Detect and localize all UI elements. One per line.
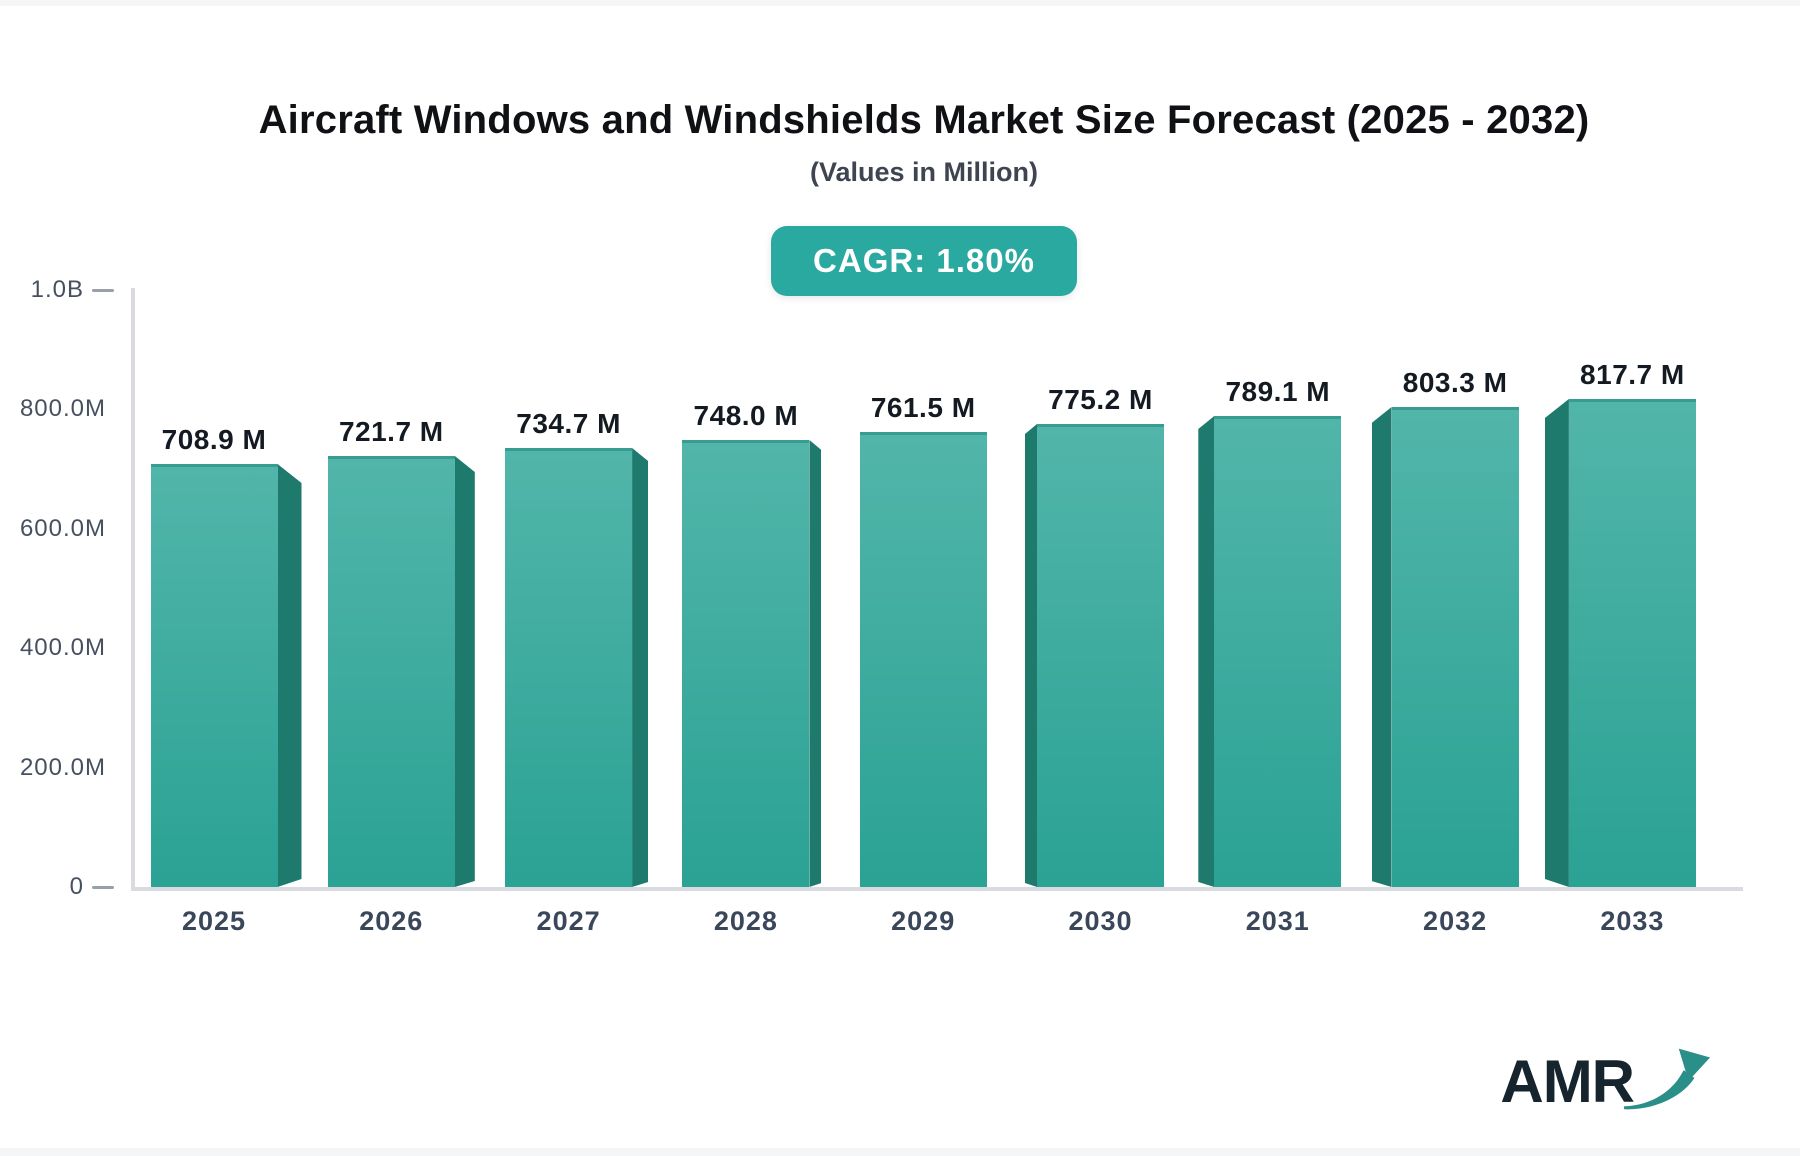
bar-front-face <box>1037 424 1164 887</box>
top-strip <box>0 0 1800 6</box>
bar-side-face <box>455 456 475 887</box>
chart-subtitle: (Values in Million) <box>809 157 1039 187</box>
bar-2030 <box>1025 424 1164 887</box>
amr-logo: AMR <box>1500 1046 1712 1112</box>
bar-side-face <box>278 464 302 887</box>
x-axis-label: 2033 <box>1600 906 1665 936</box>
y-axis-label: 200.0M <box>19 753 106 781</box>
bottom-strip <box>0 1148 1800 1156</box>
y-axis-label: 600.0M <box>19 514 106 542</box>
bar-front-face <box>1214 416 1342 887</box>
bar-2033 <box>1545 399 1696 887</box>
bar-2025 <box>150 464 302 887</box>
bar-value-label: 734.7 M <box>516 408 621 439</box>
y-axis-tick <box>92 885 114 889</box>
x-axis-label: 2027 <box>536 906 601 936</box>
bar-front-face <box>150 464 278 887</box>
x-axis-label: 2026 <box>359 906 424 936</box>
chart-title: Aircraft Windows and Windshields Market … <box>258 98 1590 142</box>
bar-front-face <box>1568 399 1696 887</box>
y-axis-label: 800.0M <box>19 395 106 423</box>
x-axis-label: 2030 <box>1068 906 1133 936</box>
bar-side-face <box>809 440 821 887</box>
bar-value-label: 789.1 M <box>1225 376 1331 407</box>
cagr-badge-label: CAGR: 1.80% <box>813 242 1035 279</box>
bar-2028 <box>682 440 821 887</box>
bar-front-face <box>327 456 455 887</box>
bar-value-label: 803.3 M <box>1402 367 1508 398</box>
amr-logo-text: AMR <box>1500 1048 1635 1115</box>
y-axis-label: 1.0B <box>30 276 84 303</box>
bar-2032 <box>1372 407 1519 887</box>
bar-value-label: 817.7 M <box>1580 359 1685 390</box>
x-axis-label: 2032 <box>1423 906 1488 936</box>
chart-header: Aircraft Windows and Windshields Market … <box>0 0 1800 296</box>
cagr-badge: CAGR: 1.80% <box>771 226 1077 296</box>
bar-value-label: 748.0 M <box>693 400 799 431</box>
bar-front-face <box>682 440 810 887</box>
x-axis-label: 2025 <box>181 906 247 936</box>
x-axis-label: 2029 <box>891 906 956 936</box>
bar-front-face <box>1391 407 1519 887</box>
bar-value-label: 721.7 M <box>338 416 444 447</box>
bar-2026 <box>327 456 475 887</box>
bar-value-label: 708.9 M <box>161 424 267 455</box>
bar-side-face <box>1545 399 1569 887</box>
x-axis-label: 2028 <box>713 906 778 936</box>
logo-arrow-icon <box>1624 1048 1711 1110</box>
bar-2031 <box>1198 416 1342 887</box>
bar-value-label: 775.2 M <box>1048 384 1153 415</box>
y-axis-tick <box>92 288 114 292</box>
bar-value-label: 761.5 M <box>870 392 976 423</box>
y-axis-label: 0 <box>69 873 84 900</box>
y-axis-line <box>131 288 135 891</box>
bar-2029 <box>859 432 987 887</box>
y-axis-label: 400.0M <box>19 634 106 662</box>
x-axis-label: 2031 <box>1245 906 1310 936</box>
bar-side-face <box>1025 424 1037 887</box>
x-axis-line <box>131 887 1743 891</box>
bar-side-face <box>632 448 648 887</box>
bar-front-face <box>859 432 987 887</box>
bar-front-face <box>505 448 633 887</box>
bar-side-face <box>1372 407 1392 887</box>
bar-2027 <box>505 448 648 887</box>
bar-side-face <box>1198 416 1214 887</box>
